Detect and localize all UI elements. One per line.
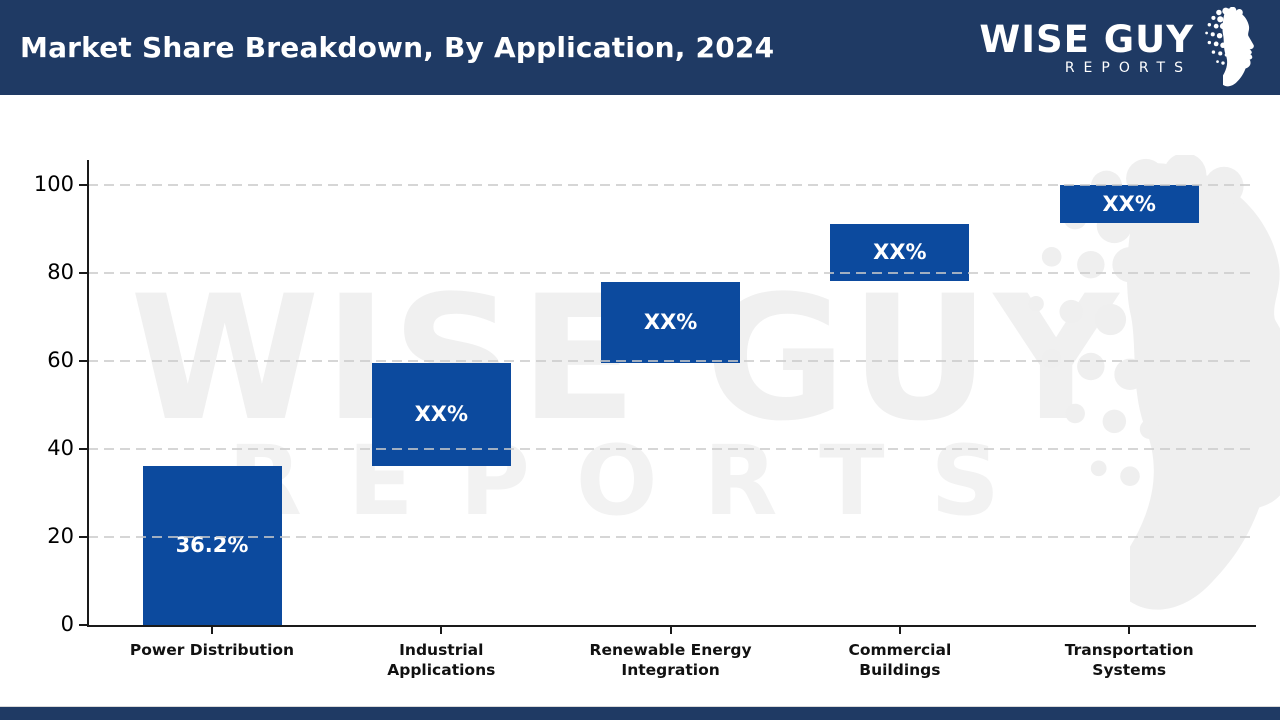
y-tick-label-60: 60 bbox=[47, 348, 74, 372]
y-tick-mark-60 bbox=[79, 360, 88, 363]
category-label-line: Renewable Energy bbox=[589, 641, 752, 659]
wise-guy-logo: WISE GUY REPORTS bbox=[979, 6, 1266, 90]
category-label-line: Buildings bbox=[859, 661, 941, 680]
gridline-60 bbox=[88, 360, 1256, 362]
y-tick-mark-0 bbox=[79, 624, 88, 627]
gridline-40 bbox=[88, 448, 1256, 450]
bar-1: 36.2% bbox=[142, 465, 282, 625]
category-label-2: Industrial Applications bbox=[326, 640, 556, 680]
bar-value-label-4: XX% bbox=[873, 240, 927, 265]
logo-head-icon bbox=[1205, 7, 1254, 87]
category-label-line: Transportation bbox=[1064, 641, 1194, 659]
category-label-line: Industrial bbox=[399, 641, 484, 659]
gridline-20 bbox=[88, 536, 1256, 538]
logo-text: WISE GUY REPORTS bbox=[979, 21, 1194, 75]
x-tick-mark-5 bbox=[1128, 625, 1131, 634]
page-title: Market Share Breakdown, By Application, … bbox=[20, 31, 775, 64]
x-tick-mark-1 bbox=[210, 625, 214, 634]
category-label-1: Power Distribution bbox=[97, 640, 327, 660]
bar-value-label-3: XX% bbox=[643, 310, 698, 335]
category-label-line: Power Distribution bbox=[129, 641, 295, 659]
header-bar: Market Share Breakdown, By Application, … bbox=[0, 0, 1280, 95]
logo-reports-text: REPORTS bbox=[1064, 60, 1192, 76]
logo-wiseguy-text: WISE GUY bbox=[979, 18, 1194, 61]
category-label-line: Systems bbox=[1092, 661, 1167, 680]
y-axis-line bbox=[86, 160, 90, 627]
y-tick-mark-100 bbox=[79, 184, 88, 187]
y-tick-mark-40 bbox=[79, 448, 88, 451]
category-label-3: Renewable Energy Integration bbox=[556, 640, 786, 680]
category-label-4: Commercial Buildings bbox=[785, 640, 1015, 680]
footer-bar bbox=[0, 706, 1280, 720]
y-tick-mark-80 bbox=[79, 272, 88, 275]
bar-2: XX% bbox=[371, 362, 511, 466]
category-label-line: Applications bbox=[387, 661, 496, 680]
y-tick-label-80: 80 bbox=[47, 260, 74, 284]
y-tick-label-100: 100 bbox=[33, 172, 74, 196]
gridline-100 bbox=[88, 184, 1256, 186]
y-tick-mark-20 bbox=[79, 536, 88, 539]
x-tick-mark-3 bbox=[669, 625, 672, 634]
x-tick-mark-4 bbox=[898, 625, 901, 634]
bar-3: XX% bbox=[601, 281, 741, 363]
category-label-5: Transportation Systems bbox=[1014, 640, 1244, 680]
y-tick-label-0: 0 bbox=[60, 612, 74, 636]
bar-5: XX% bbox=[1059, 185, 1199, 223]
y-tick-label-20: 20 bbox=[47, 524, 74, 548]
category-label-line: Commercial bbox=[848, 641, 952, 659]
gridline-80 bbox=[88, 272, 1256, 274]
y-tick-label-40: 40 bbox=[47, 436, 74, 460]
bar-value-label-5: XX% bbox=[1102, 191, 1156, 216]
x-tick-mark-2 bbox=[440, 625, 443, 634]
bar-4: XX% bbox=[830, 223, 970, 281]
category-label-line: Integration bbox=[621, 661, 720, 680]
bar-value-label-2: XX% bbox=[414, 402, 469, 427]
